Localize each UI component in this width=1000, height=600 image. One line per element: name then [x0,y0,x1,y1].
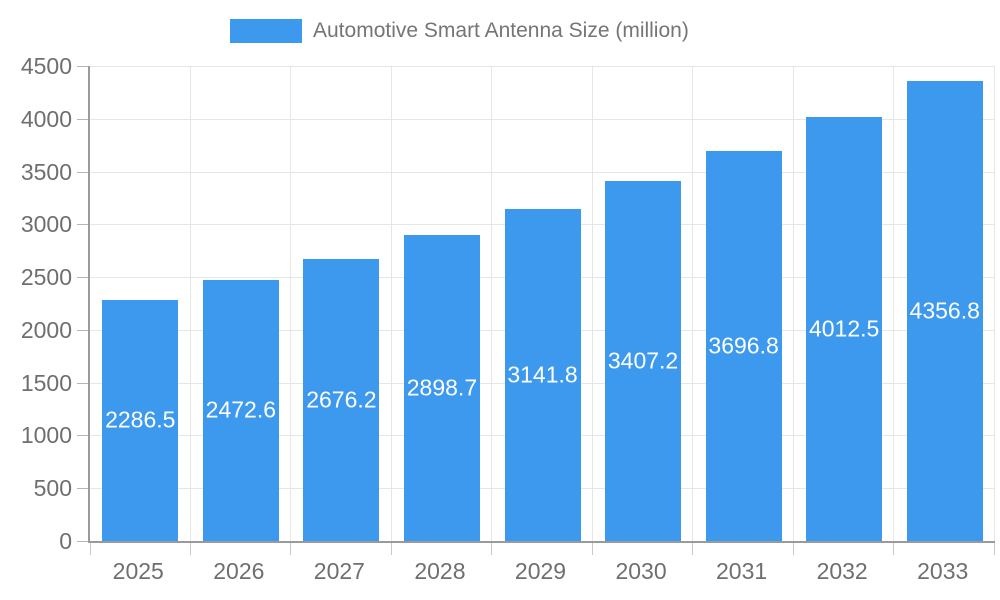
y-tick-2000 [77,329,88,331]
bar-value-label-2028: 2898.7 [406,374,478,401]
bar-2026[interactable]: 2472.6 [202,280,279,541]
bar-value-label-2025: 2286.5 [105,406,176,433]
bar-value-label-2030: 3407.2 [607,347,679,374]
y-tick-3000 [77,224,88,226]
bar-2030[interactable]: 3407.2 [605,181,682,541]
x-gridline-5 [591,66,593,541]
x-gridline-1 [189,66,191,541]
x-tick-0 [90,543,91,555]
x-axis-label-2028: 2028 [414,558,466,584]
x-axis-label-2032: 2032 [816,558,868,584]
y-axis-label-500: 500 [33,475,72,502]
x-axis-label-2033: 2033 [917,558,969,584]
x-tick-4 [491,543,493,555]
x-tick-7 [792,543,794,555]
x-axis-label-2029: 2029 [514,558,567,584]
x-axis-label-2031: 2031 [716,558,768,584]
x-gridline-2 [290,66,292,541]
x-tick-5 [591,543,593,555]
x-gridline-4 [491,66,493,541]
bar-value-label-2033: 4356.8 [909,297,980,324]
x-tick-3 [390,543,392,555]
x-gridline-6 [692,66,694,541]
x-axis-label-2027: 2027 [313,558,365,584]
x-tick-2 [290,543,292,555]
bar-2025[interactable]: 2286.5 [102,299,179,541]
x-gridline-3 [390,66,392,541]
x-tick-1 [189,543,191,555]
x-gridline-8 [893,66,895,541]
bar-2028[interactable]: 2898.7 [403,235,480,541]
y-gridline-4000 [90,118,995,120]
bar-2033[interactable]: 4356.8 [906,81,983,541]
y-tick-1000 [77,435,88,437]
bar-2027[interactable]: 2676.2 [303,258,380,541]
y-axis-label-2000: 2000 [20,316,72,343]
y-tick-1500 [77,382,88,384]
y-axis-label-1500: 1500 [20,369,72,396]
x-gridline-7 [792,66,794,541]
y-tick-4000 [77,118,88,120]
y-gridline-4500 [90,66,995,67]
bar-2029[interactable]: 3141.8 [504,209,581,541]
x-gridline-9 [994,66,995,541]
legend[interactable]: Automotive Smart Antenna Size (million) [230,19,689,43]
x-axis-label-2026: 2026 [213,558,265,584]
bar-value-label-2031: 3696.8 [708,332,779,359]
legend-label: Automotive Smart Antenna Size (million) [313,19,689,42]
y-tick-0 [77,541,88,542]
bar-2031[interactable]: 3696.8 [705,150,782,541]
bar-value-label-2026: 2472.6 [205,396,277,423]
y-axis-label-3000: 3000 [20,211,72,238]
y-axis-label-4500: 4500 [20,53,72,79]
y-axis-label-4000: 4000 [20,105,72,132]
bar-value-label-2032: 4012.5 [808,315,880,342]
bar-value-label-2027: 2676.2 [306,386,377,413]
bar-2032[interactable]: 4012.5 [806,117,883,541]
x-axis-label-2030: 2030 [615,558,667,584]
plot-area: 2286.5 2472.6 2676.2 2898.7 3141.8 3407.2 3696… [77,66,995,555]
bar-value-label-2029: 3141.8 [507,361,578,388]
legend-swatch-icon [230,19,302,43]
x-axis-label-2025: 2025 [112,558,164,584]
y-axis-label-3500: 3500 [20,158,72,185]
x-tick-6 [692,543,694,555]
x-tick-8 [893,543,895,555]
x-tick-9 [994,543,995,555]
y-tick-500 [77,488,88,490]
y-axis-label-0: 0 [59,528,72,554]
y-tick-4500 [77,66,88,67]
y-axis-label-2500: 2500 [20,264,72,291]
y-axis-label-1000: 1000 [20,422,72,449]
y-gridline-3500 [90,171,995,173]
y-tick-3500 [77,171,88,173]
y-tick-2500 [77,277,88,279]
